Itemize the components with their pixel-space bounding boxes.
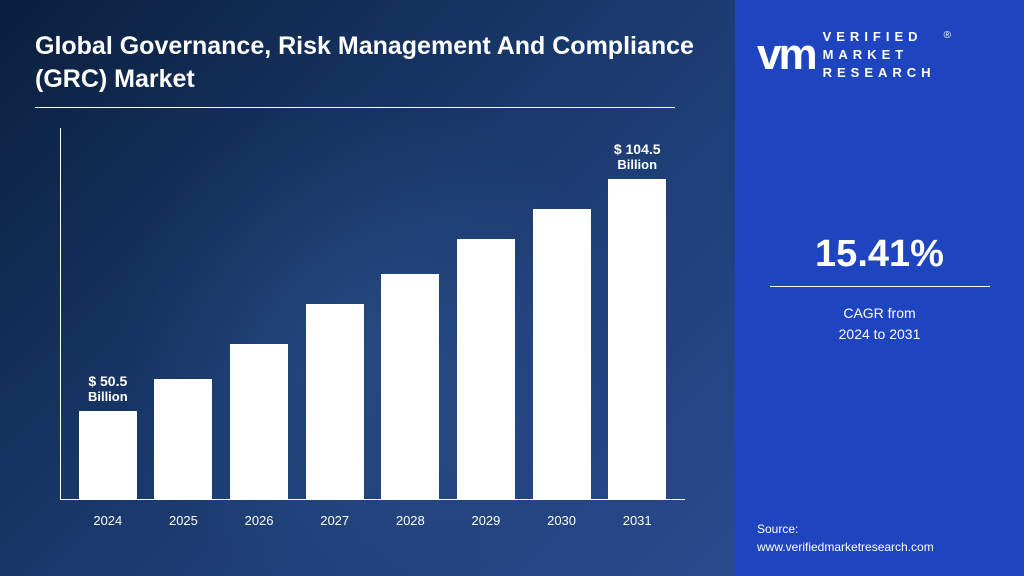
bar [381, 274, 439, 499]
logo-mark-icon: vm [757, 33, 815, 77]
bar [457, 239, 515, 499]
cagr-underline [770, 286, 990, 287]
x-label: 2025 [152, 513, 214, 528]
bar [608, 179, 666, 499]
source-block: Source: www.verifiedmarketresearch.com [757, 520, 1002, 556]
bar-2031: $ 104.5 Billion [606, 141, 668, 499]
x-label: 2028 [379, 513, 441, 528]
bar [154, 379, 212, 499]
logo-text: VERIFIED MARKET RESEARCH [823, 28, 936, 83]
cagr-value: 15.41% [757, 233, 1002, 276]
x-label: 2024 [77, 513, 139, 528]
x-label: 2027 [304, 513, 366, 528]
bar [79, 411, 137, 499]
chart-title: Global Governance, Risk Management And C… [35, 30, 700, 95]
title-underline [35, 107, 675, 108]
bar-2027 [304, 304, 366, 499]
x-axis-labels: 2024 2025 2026 2027 2028 2029 2030 2031 [60, 513, 685, 528]
x-label: 2029 [455, 513, 517, 528]
bar-2025 [152, 379, 214, 499]
bar [533, 209, 591, 499]
source-url: www.verifiedmarketresearch.com [757, 538, 1002, 556]
bar [306, 304, 364, 499]
x-label: 2026 [228, 513, 290, 528]
bar-2028 [379, 274, 441, 499]
info-panel: vm VERIFIED MARKET RESEARCH ® 15.41% CAG… [735, 0, 1024, 576]
bar-label-last: $ 104.5 Billion [614, 141, 661, 173]
bar-2029 [455, 239, 517, 499]
brand-logo: vm VERIFIED MARKET RESEARCH ® [757, 28, 1002, 83]
bars-container: $ 50.5 Billion [60, 128, 685, 499]
bar-label-first: $ 50.5 Billion [88, 373, 128, 405]
bar-2026 [228, 344, 290, 499]
bar-chart: $ 50.5 Billion [35, 128, 685, 528]
bar-2024: $ 50.5 Billion [77, 373, 139, 499]
x-label: 2030 [531, 513, 593, 528]
bar [230, 344, 288, 499]
bar-2030 [531, 209, 593, 499]
chart-panel: Global Governance, Risk Management And C… [0, 0, 735, 576]
source-label: Source: [757, 520, 1002, 538]
x-label: 2031 [606, 513, 668, 528]
cagr-caption: CAGR from 2024 to 2031 [757, 303, 1002, 345]
registered-icon: ® [944, 30, 951, 41]
cagr-block: 15.41% CAGR from 2024 to 2031 [757, 233, 1002, 345]
x-axis [60, 499, 685, 500]
